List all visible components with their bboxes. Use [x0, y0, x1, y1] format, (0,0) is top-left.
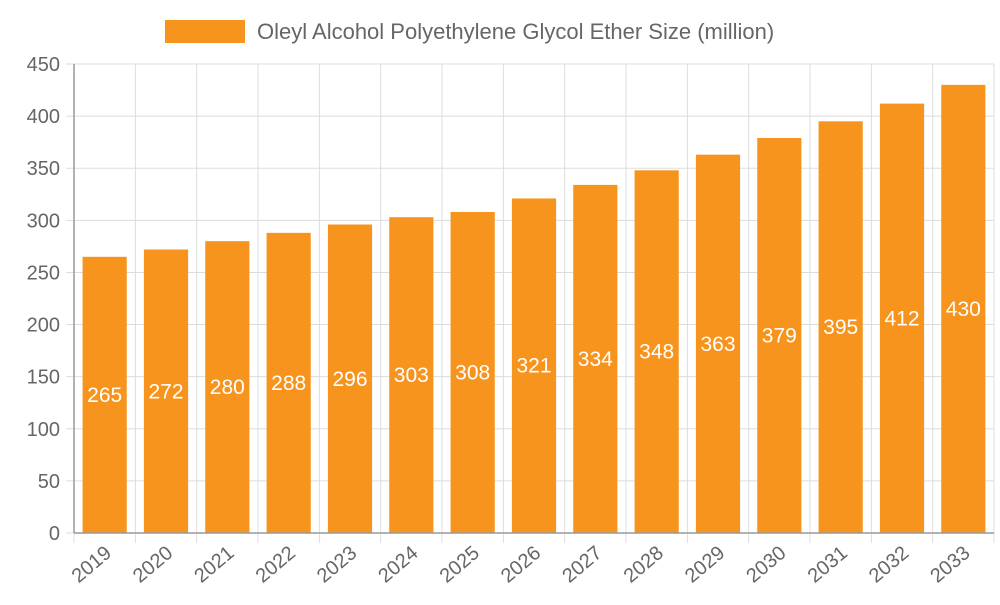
bar[interactable] [266, 232, 311, 533]
x-tick-label: 2027 [558, 542, 606, 587]
bars [82, 84, 986, 534]
bar[interactable] [757, 137, 802, 533]
bar[interactable] [389, 217, 434, 533]
data-label: 334 [578, 348, 613, 371]
y-tick-label: 150 [27, 367, 60, 389]
data-label: 303 [394, 364, 429, 387]
y-tick-label: 400 [27, 106, 60, 128]
x-tick-label: 2023 [313, 542, 361, 587]
data-label: 265 [87, 384, 122, 407]
legend-swatch [165, 20, 245, 43]
bar[interactable] [82, 256, 127, 533]
axes [73, 64, 994, 534]
x-tick-label: 2032 [865, 542, 913, 587]
bar[interactable] [573, 184, 618, 534]
x-tick-label: 2019 [68, 542, 116, 587]
bar[interactable] [511, 198, 557, 534]
y-tick-label: 350 [27, 158, 60, 180]
y-tick-label: 50 [38, 471, 60, 493]
bar[interactable] [695, 154, 741, 533]
x-tick-label: 2026 [497, 542, 545, 587]
x-tick-label: 2030 [742, 542, 790, 587]
data-label: 272 [148, 380, 183, 403]
data-label: 296 [332, 368, 367, 391]
x-tick-label: 2021 [190, 542, 238, 587]
legend-label: Oleyl Alcohol Polyethylene Glycol Ether … [257, 19, 774, 44]
y-tick-label: 250 [27, 262, 60, 284]
bar[interactable] [143, 249, 189, 533]
x-tick-label: 2022 [252, 542, 300, 587]
x-tick-label: 2031 [804, 542, 852, 587]
x-tick-label: 2029 [681, 542, 729, 587]
data-label: 288 [271, 372, 306, 395]
data-label: 412 [884, 307, 919, 330]
bar[interactable] [327, 224, 373, 533]
y-tick-label: 300 [27, 210, 60, 232]
data-label: 280 [210, 376, 245, 399]
data-label: 321 [516, 355, 551, 378]
legend[interactable]: Oleyl Alcohol Polyethylene Glycol Ether … [165, 19, 774, 44]
y-tick-label: 450 [27, 54, 60, 76]
x-tick-label: 2025 [436, 542, 484, 587]
data-label: 430 [946, 298, 981, 321]
data-label: 308 [455, 361, 490, 384]
bar[interactable] [941, 84, 986, 533]
x-tick-label: 2033 [926, 542, 974, 587]
bar[interactable] [818, 121, 863, 534]
bar[interactable] [634, 170, 679, 533]
data-label: 363 [700, 333, 735, 356]
bar[interactable] [450, 211, 495, 534]
y-tick-label: 200 [27, 315, 60, 337]
labels: 0 50 100 150 200 250 300 350 400 450 265 2019 272 202… [27, 54, 981, 587]
y-tick-label: 100 [27, 419, 60, 441]
bar[interactable] [879, 103, 925, 534]
data-label: 379 [762, 324, 797, 347]
data-label: 348 [639, 341, 674, 364]
x-tick-label: 2020 [129, 542, 177, 587]
x-tick-label: 2028 [620, 542, 668, 587]
x-tick-label: 2024 [374, 542, 422, 587]
bar[interactable] [205, 241, 250, 533]
data-label: 395 [823, 316, 858, 339]
y-tick-label: 0 [49, 523, 60, 545]
